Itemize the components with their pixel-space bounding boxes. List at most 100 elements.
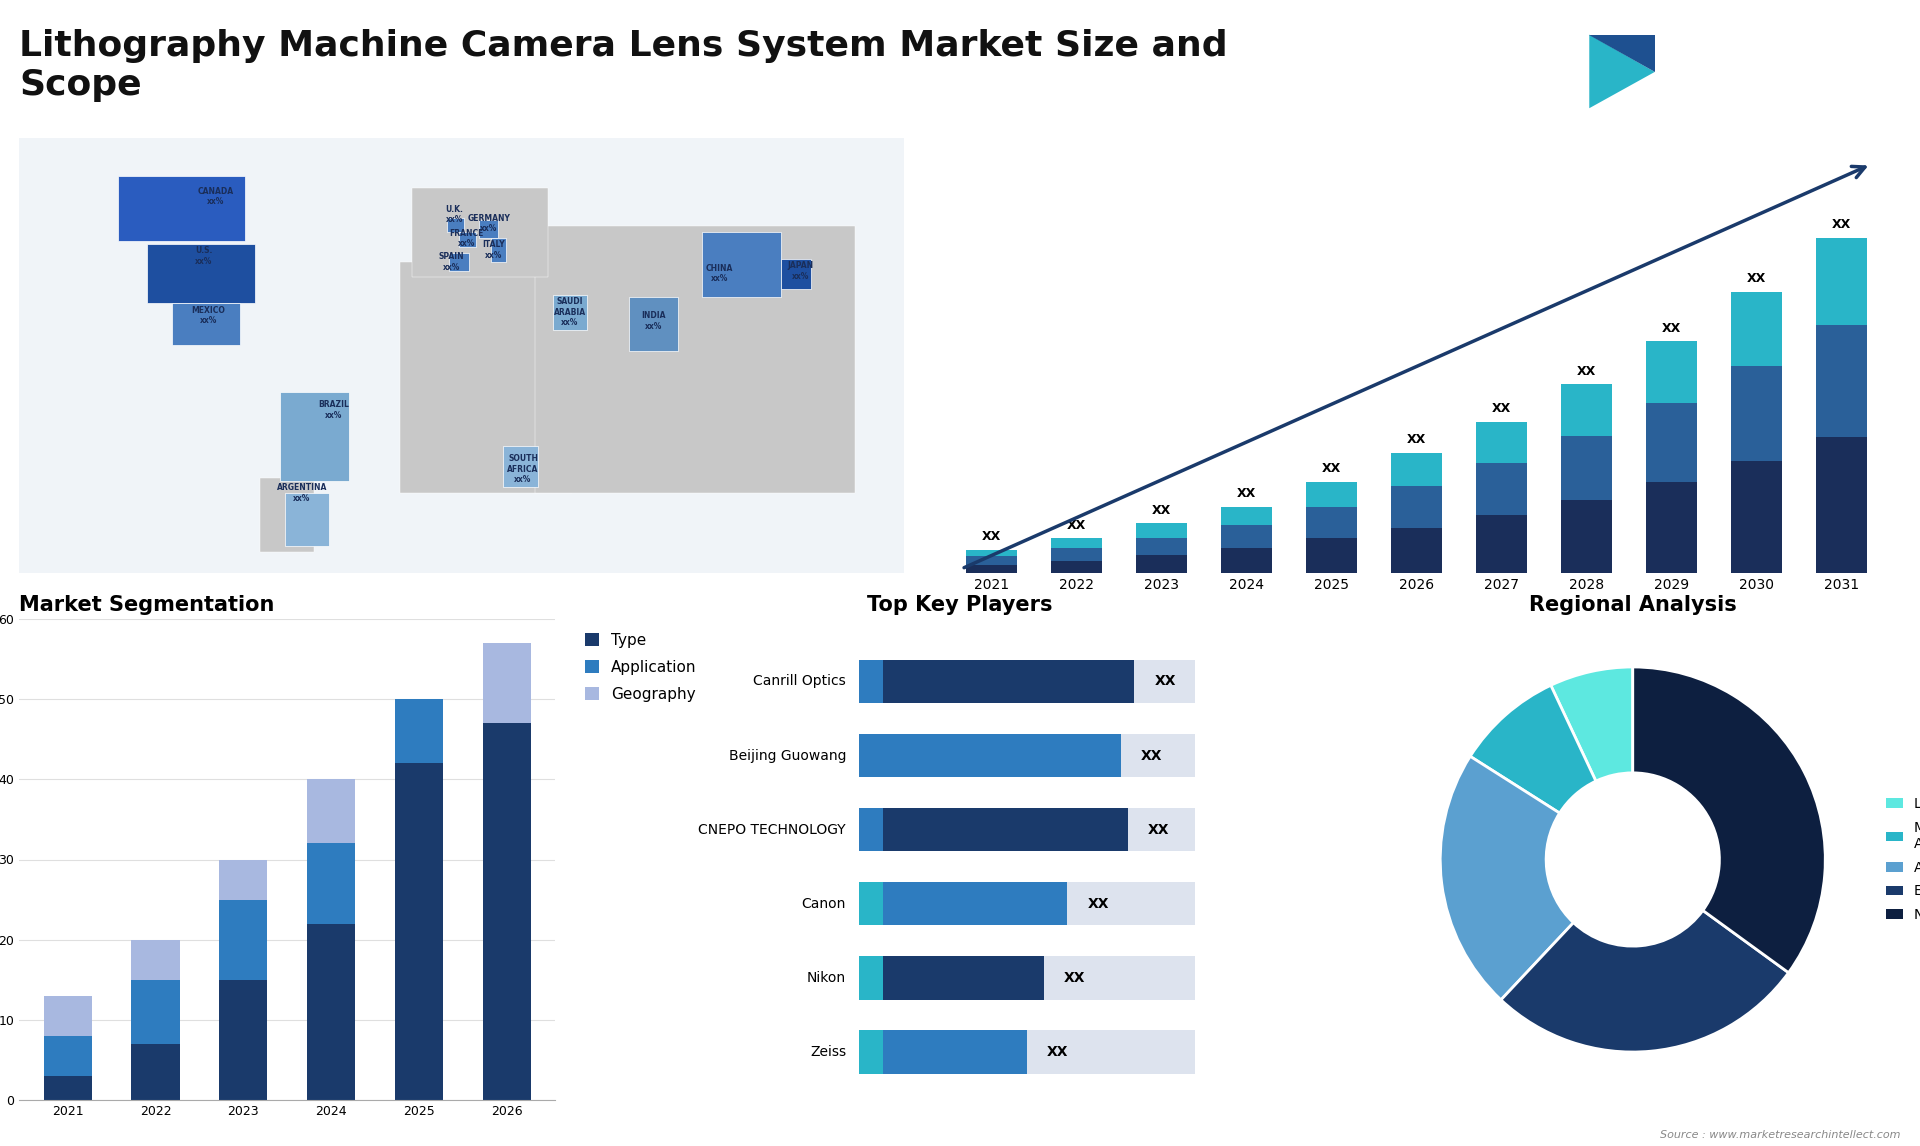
- Bar: [860, 808, 1127, 851]
- Text: Beijing Guowang: Beijing Guowang: [728, 748, 847, 762]
- Bar: [860, 660, 883, 702]
- Wedge shape: [1471, 685, 1596, 813]
- Text: XX: XX: [1747, 272, 1766, 285]
- Bar: [860, 660, 1135, 702]
- Bar: [1221, 548, 1271, 573]
- Text: Canrill Optics: Canrill Optics: [753, 674, 847, 689]
- Text: XX: XX: [1068, 518, 1087, 532]
- Text: XX: XX: [1140, 748, 1162, 762]
- Bar: [1816, 437, 1866, 573]
- Bar: [413, 188, 547, 276]
- Bar: [307, 843, 355, 924]
- Text: Zeiss: Zeiss: [810, 1045, 847, 1059]
- Bar: [1476, 422, 1526, 463]
- Text: FRANCE
xx%: FRANCE xx%: [449, 228, 484, 248]
- Wedge shape: [1501, 910, 1789, 1052]
- Legend: Type, Application, Geography: Type, Application, Geography: [580, 627, 703, 708]
- Text: XX: XX: [1661, 322, 1680, 335]
- Bar: [1390, 453, 1442, 486]
- Bar: [1221, 525, 1271, 548]
- Bar: [1730, 462, 1782, 573]
- Bar: [459, 233, 476, 248]
- Text: XX: XX: [1576, 364, 1596, 378]
- Text: XX: XX: [981, 531, 1000, 543]
- Bar: [44, 1036, 92, 1076]
- Text: GERMANY
xx%: GERMANY xx%: [467, 214, 511, 233]
- Text: ARGENTINA
xx%: ARGENTINA xx%: [276, 484, 326, 503]
- Text: Canon: Canon: [803, 897, 847, 911]
- Text: CNEPO TECHNOLOGY: CNEPO TECHNOLOGY: [699, 823, 847, 837]
- Text: Market Segmentation: Market Segmentation: [19, 595, 275, 614]
- Bar: [44, 996, 92, 1036]
- Bar: [1221, 507, 1271, 525]
- Bar: [482, 643, 532, 723]
- Bar: [860, 1030, 883, 1074]
- Bar: [447, 218, 465, 233]
- Title: Top Key Players: Top Key Players: [868, 595, 1052, 614]
- Bar: [860, 956, 1044, 999]
- Bar: [1306, 507, 1357, 539]
- Bar: [966, 565, 1018, 573]
- Bar: [860, 660, 1194, 702]
- Bar: [399, 262, 572, 493]
- Text: CHINA
xx%: CHINA xx%: [707, 264, 733, 283]
- Text: INTELLECT: INTELLECT: [1732, 86, 1803, 99]
- Bar: [478, 220, 499, 238]
- Bar: [860, 808, 883, 851]
- Text: U.K.
xx%: U.K. xx%: [445, 205, 463, 225]
- Bar: [1645, 403, 1697, 482]
- Text: CANADA
xx%: CANADA xx%: [198, 187, 234, 206]
- Text: ITALY
xx%: ITALY xx%: [482, 241, 505, 260]
- Bar: [860, 882, 1068, 926]
- Legend: Latin America, Middle East &
Africa, Asia Pacific, Europe, North America: Latin America, Middle East & Africa, Asi…: [1880, 792, 1920, 927]
- Bar: [860, 882, 1194, 926]
- Text: Nikon: Nikon: [806, 971, 847, 984]
- Bar: [492, 238, 505, 262]
- Bar: [1050, 560, 1102, 573]
- Bar: [219, 860, 267, 900]
- Bar: [781, 259, 810, 289]
- Bar: [284, 493, 328, 547]
- Bar: [1390, 486, 1442, 527]
- Bar: [1390, 527, 1442, 573]
- Bar: [1050, 548, 1102, 560]
- Bar: [131, 980, 180, 1044]
- Text: XX: XX: [1148, 823, 1169, 837]
- Text: XX: XX: [1236, 487, 1256, 500]
- Bar: [1645, 482, 1697, 573]
- Text: BRAZIL
xx%: BRAZIL xx%: [319, 400, 349, 419]
- Bar: [860, 733, 883, 777]
- Bar: [1730, 292, 1782, 367]
- Bar: [1561, 384, 1611, 435]
- Bar: [536, 227, 854, 493]
- Bar: [148, 244, 255, 304]
- Bar: [1561, 435, 1611, 500]
- Bar: [1476, 515, 1526, 573]
- Bar: [1137, 539, 1187, 555]
- Wedge shape: [1551, 667, 1632, 782]
- Bar: [44, 1076, 92, 1100]
- Bar: [860, 882, 883, 926]
- Text: Source : www.marketresearchintellect.com: Source : www.marketresearchintellect.com: [1661, 1130, 1901, 1140]
- Bar: [1137, 555, 1187, 573]
- Bar: [117, 176, 246, 241]
- Text: RESEARCH: RESEARCH: [1732, 63, 1803, 77]
- Bar: [280, 392, 349, 481]
- Text: Lithography Machine Camera Lens System Market Size and
Scope: Lithography Machine Camera Lens System M…: [19, 29, 1227, 102]
- Text: XX: XX: [1832, 219, 1851, 231]
- Title: Regional Analysis: Regional Analysis: [1528, 595, 1738, 614]
- Text: MEXICO
xx%: MEXICO xx%: [192, 306, 225, 325]
- Bar: [860, 1030, 1027, 1074]
- Bar: [553, 295, 588, 330]
- Bar: [860, 956, 1194, 999]
- Bar: [131, 940, 180, 980]
- Bar: [1476, 463, 1526, 515]
- Text: INDIA
xx%: INDIA xx%: [641, 312, 666, 331]
- Bar: [1306, 482, 1357, 507]
- Bar: [307, 779, 355, 843]
- Text: SOUTH
AFRICA
xx%: SOUTH AFRICA xx%: [507, 455, 540, 485]
- Text: SPAIN
xx%: SPAIN xx%: [440, 252, 465, 272]
- Bar: [396, 699, 444, 763]
- Bar: [860, 733, 1194, 777]
- Bar: [1816, 238, 1866, 324]
